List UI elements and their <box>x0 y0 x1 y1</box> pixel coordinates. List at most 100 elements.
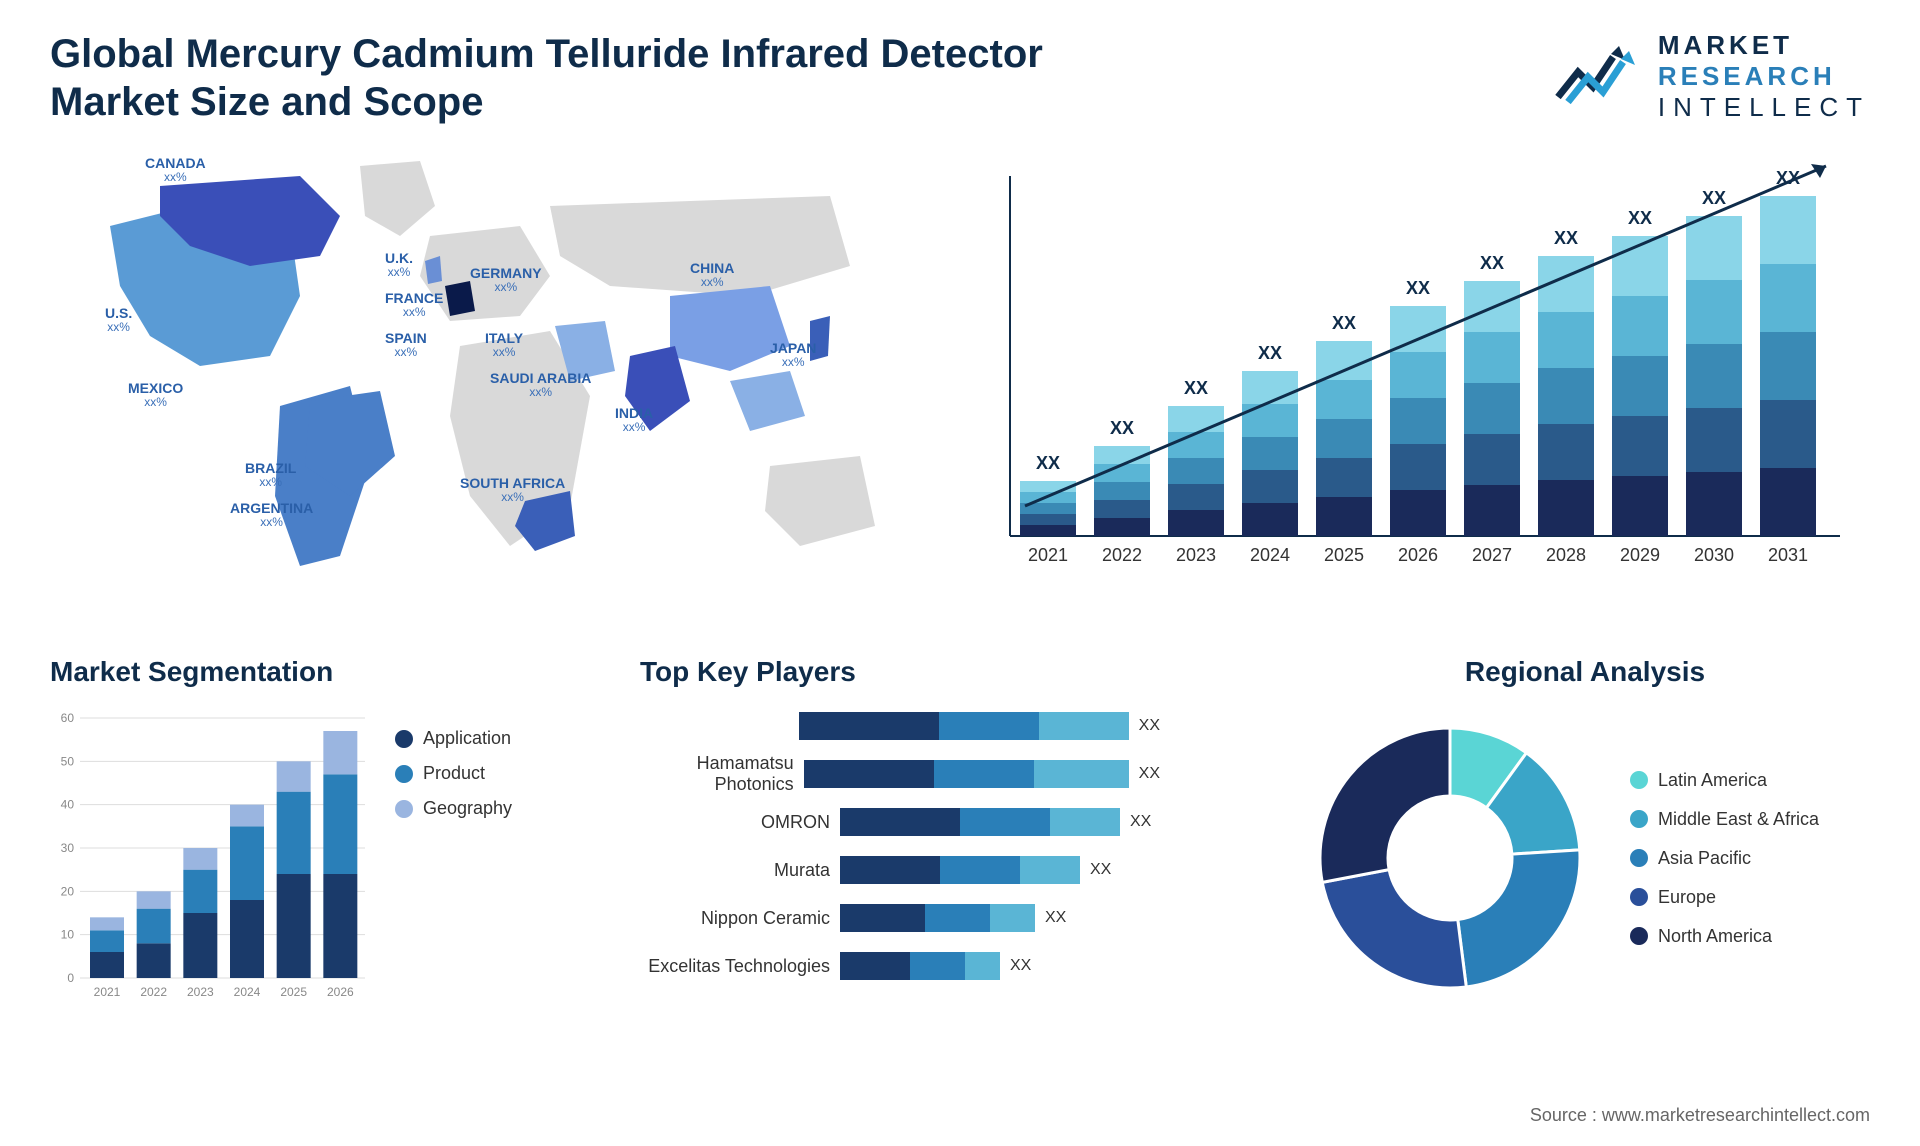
seg-bar <box>183 870 217 913</box>
growth-bar-seg <box>1390 398 1446 444</box>
growth-year-label: 2027 <box>1472 545 1512 565</box>
growth-year-label: 2026 <box>1398 545 1438 565</box>
seg-bar <box>137 891 171 908</box>
legend-dot-icon <box>1630 771 1648 789</box>
growth-bar-seg <box>1168 510 1224 536</box>
player-bar-seg <box>1039 712 1129 740</box>
seg-bar <box>230 805 264 827</box>
map-label: INDIAxx% <box>615 406 653 435</box>
seg-bar <box>183 913 217 978</box>
growth-bar-value: XX <box>1036 453 1060 473</box>
growth-bar-seg <box>1168 458 1224 484</box>
seg-y-tick: 30 <box>61 841 75 855</box>
growth-bar-seg <box>1316 341 1372 380</box>
map-label: ARGENTINAxx% <box>230 501 313 530</box>
donut-slice <box>1458 850 1580 987</box>
growth-year-label: 2023 <box>1176 545 1216 565</box>
growth-bar-seg <box>1686 408 1742 472</box>
player-value: XX <box>1139 765 1160 783</box>
country-sea <box>730 371 805 431</box>
donut-legend-item: Middle East & Africa <box>1630 809 1819 830</box>
logo-line3: INTELLECT <box>1658 92 1870 123</box>
map-label: U.S.xx% <box>105 306 132 335</box>
player-label: Excelitas Technologies <box>640 956 840 977</box>
player-row: Nippon Ceramic XX <box>640 900 1160 936</box>
growth-bar-seg <box>1538 480 1594 536</box>
growth-bar-seg <box>1760 264 1816 332</box>
player-bar <box>804 760 1129 788</box>
seg-year-label: 2024 <box>234 985 261 999</box>
growth-bar-value: XX <box>1332 313 1356 333</box>
player-bar-seg <box>960 808 1050 836</box>
growth-bar-seg <box>1612 476 1668 536</box>
growth-bar-seg <box>1686 344 1742 408</box>
player-value: XX <box>1090 861 1111 879</box>
country-aus <box>765 456 875 546</box>
donut-slice <box>1320 728 1450 882</box>
logo-line2: RESEARCH <box>1658 61 1870 92</box>
source-label: Source : www.marketresearchintellect.com <box>1530 1105 1870 1126</box>
segmentation-chart: 0102030405060202120222023202420252026 <box>50 708 370 1008</box>
seg-y-tick: 10 <box>61 928 75 942</box>
map-label: ITALYxx% <box>485 331 523 360</box>
seg-bar <box>230 900 264 978</box>
seg-bar <box>230 826 264 900</box>
growth-year-label: 2022 <box>1102 545 1142 565</box>
map-label: BRAZILxx% <box>245 461 296 490</box>
player-bar-seg <box>940 856 1020 884</box>
legend-dot-icon <box>395 730 413 748</box>
growth-bar-seg <box>1316 497 1372 536</box>
growth-bar-seg <box>1390 306 1446 352</box>
player-bar-seg <box>1034 760 1129 788</box>
players-chart: XXHamamatsu PhotonicsXXOMRONXXMurataXXNi… <box>640 708 1160 1028</box>
player-label: Nippon Ceramic <box>640 908 840 929</box>
growth-bar-seg <box>1094 518 1150 536</box>
player-bar-seg <box>799 712 939 740</box>
logo-line1: MARKET <box>1658 30 1870 61</box>
legend-label: Product <box>423 763 485 784</box>
segmentation-legend: ApplicationProductGeography <box>395 708 512 819</box>
seg-year-label: 2026 <box>327 985 354 999</box>
growth-bar-value: XX <box>1702 188 1726 208</box>
player-row: OMRONXX <box>640 804 1160 840</box>
country-greenland <box>360 161 435 236</box>
growth-bar-seg <box>1316 458 1372 497</box>
donut-legend-item: North America <box>1630 926 1819 947</box>
legend-label: Europe <box>1658 887 1716 908</box>
growth-bar-seg <box>1168 406 1224 432</box>
growth-bar-seg <box>1316 380 1372 419</box>
growth-year-label: 2021 <box>1028 545 1068 565</box>
player-bar-seg <box>965 952 1000 980</box>
growth-bar-value: XX <box>1184 378 1208 398</box>
player-bar <box>799 712 1129 740</box>
seg-y-tick: 0 <box>67 971 74 985</box>
growth-bar-seg <box>1390 444 1446 490</box>
growth-bar-seg <box>1686 216 1742 280</box>
growth-bar-seg <box>1538 368 1594 424</box>
player-value: XX <box>1045 909 1066 927</box>
seg-year-label: 2025 <box>280 985 307 999</box>
player-row: XX <box>640 708 1160 744</box>
growth-bar-seg <box>1242 371 1298 404</box>
player-label: OMRON <box>640 812 840 833</box>
growth-bar-seg <box>1612 416 1668 476</box>
donut-legend-item: Europe <box>1630 887 1819 908</box>
seg-legend-item: Application <box>395 728 512 749</box>
legend-dot-icon <box>1630 810 1648 828</box>
seg-y-tick: 50 <box>61 754 75 768</box>
map-label: SPAINxx% <box>385 331 427 360</box>
map-label: SOUTH AFRICAxx% <box>460 476 565 505</box>
growth-bar-value: XX <box>1628 208 1652 228</box>
donut-legend-item: Asia Pacific <box>1630 848 1819 869</box>
growth-bar-seg <box>1464 485 1520 536</box>
player-label: Hamamatsu Photonics <box>640 753 804 795</box>
growth-year-label: 2025 <box>1324 545 1364 565</box>
player-label: Murata <box>640 860 840 881</box>
growth-svg: XX2021XX2022XX2023XX2024XX2025XX2026XX20… <box>990 156 1850 586</box>
growth-bar-seg <box>1390 352 1446 398</box>
seg-bar <box>137 943 171 978</box>
legend-label: Latin America <box>1658 770 1767 791</box>
seg-year-label: 2021 <box>94 985 121 999</box>
growth-bar-seg <box>1168 484 1224 510</box>
seg-bar <box>90 917 124 930</box>
